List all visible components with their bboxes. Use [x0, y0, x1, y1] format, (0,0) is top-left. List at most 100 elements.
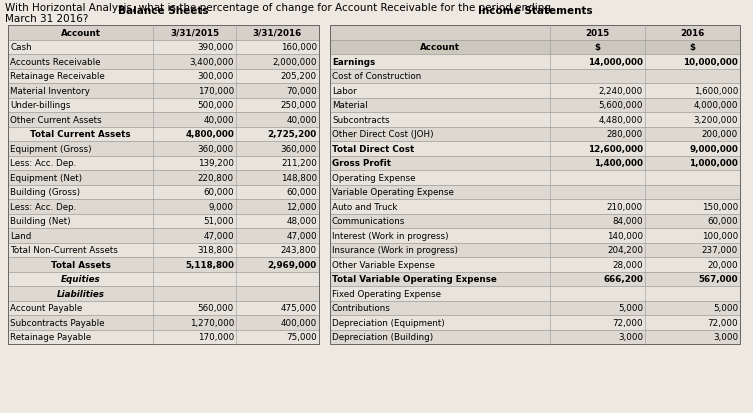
- Bar: [330, 26, 740, 40]
- Bar: [330, 243, 740, 257]
- Text: 3,400,000: 3,400,000: [190, 57, 234, 66]
- Bar: [330, 156, 740, 171]
- Text: 51,000: 51,000: [203, 217, 234, 225]
- Text: March 31 2016?: March 31 2016?: [5, 14, 88, 24]
- Text: 2,000,000: 2,000,000: [273, 57, 317, 66]
- Text: 160,000: 160,000: [281, 43, 317, 52]
- Bar: [8, 199, 319, 214]
- Bar: [330, 84, 740, 98]
- Text: 14,000,000: 14,000,000: [588, 57, 643, 66]
- Text: 3,000: 3,000: [713, 332, 738, 342]
- Text: 2,725,200: 2,725,200: [268, 130, 317, 139]
- Text: 60,000: 60,000: [286, 188, 317, 197]
- Bar: [330, 286, 740, 301]
- Bar: [330, 214, 740, 228]
- Text: With Horizontal Analysis, what is the percentage of change for Account Receivabl: With Horizontal Analysis, what is the pe…: [5, 3, 551, 13]
- Text: 220,800: 220,800: [198, 173, 234, 182]
- Bar: [8, 228, 319, 243]
- Text: 72,000: 72,000: [612, 318, 643, 327]
- Text: Account Payable: Account Payable: [10, 304, 82, 313]
- Bar: [330, 228, 740, 243]
- Text: Under-billings: Under-billings: [10, 101, 70, 110]
- Text: 12,000: 12,000: [286, 202, 317, 211]
- Text: 72,000: 72,000: [707, 318, 738, 327]
- Text: 1,600,000: 1,600,000: [694, 87, 738, 95]
- Text: 390,000: 390,000: [198, 43, 234, 52]
- Text: 210,000: 210,000: [607, 202, 643, 211]
- Text: Less: Acc. Dep.: Less: Acc. Dep.: [10, 202, 76, 211]
- Text: 1,000,000: 1,000,000: [689, 159, 738, 168]
- Text: 12,600,000: 12,600,000: [588, 145, 643, 153]
- Text: 60,000: 60,000: [707, 217, 738, 225]
- Text: Gross Profit: Gross Profit: [332, 159, 391, 168]
- Text: Labor: Labor: [332, 87, 357, 95]
- Text: 666,200: 666,200: [603, 275, 643, 284]
- Text: Building (Gross): Building (Gross): [10, 188, 80, 197]
- Text: Total Direct Cost: Total Direct Cost: [332, 145, 414, 153]
- Text: 250,000: 250,000: [281, 101, 317, 110]
- Text: 280,000: 280,000: [607, 130, 643, 139]
- Text: 5,600,000: 5,600,000: [599, 101, 643, 110]
- Text: Less: Acc. Dep.: Less: Acc. Dep.: [10, 159, 76, 168]
- Text: 150,000: 150,000: [702, 202, 738, 211]
- Bar: [330, 185, 740, 199]
- Text: 205,200: 205,200: [281, 72, 317, 81]
- Bar: [8, 142, 319, 156]
- Text: Account: Account: [420, 43, 460, 52]
- Text: 567,000: 567,000: [698, 275, 738, 284]
- Text: Subcontracts Payable: Subcontracts Payable: [10, 318, 105, 327]
- Text: 170,000: 170,000: [198, 332, 234, 342]
- Text: Communications: Communications: [332, 217, 405, 225]
- Text: Depreciation (Equipment): Depreciation (Equipment): [332, 318, 445, 327]
- Text: Fixed Operating Expense: Fixed Operating Expense: [332, 289, 441, 298]
- Bar: [8, 26, 319, 40]
- Text: Accounts Receivable: Accounts Receivable: [10, 57, 100, 66]
- Bar: [8, 272, 319, 286]
- Text: 5,118,800: 5,118,800: [185, 260, 234, 269]
- Bar: [8, 26, 319, 344]
- Text: 500,000: 500,000: [197, 101, 234, 110]
- Text: 1,400,000: 1,400,000: [594, 159, 643, 168]
- Bar: [330, 127, 740, 142]
- Text: Material Inventory: Material Inventory: [10, 87, 90, 95]
- Text: 5,000: 5,000: [713, 304, 738, 313]
- Bar: [8, 127, 319, 142]
- Bar: [330, 257, 740, 272]
- Text: 5,000: 5,000: [618, 304, 643, 313]
- Text: 200,000: 200,000: [702, 130, 738, 139]
- Text: 75,000: 75,000: [286, 332, 317, 342]
- Text: Cash: Cash: [10, 43, 32, 52]
- Bar: [8, 214, 319, 228]
- Bar: [330, 98, 740, 113]
- Text: Total Non-Current Assets: Total Non-Current Assets: [10, 246, 118, 255]
- Bar: [330, 55, 740, 69]
- Text: 60,000: 60,000: [203, 188, 234, 197]
- Bar: [330, 330, 740, 344]
- Text: 2,240,000: 2,240,000: [599, 87, 643, 95]
- Text: 3/31/2016: 3/31/2016: [253, 28, 302, 38]
- Bar: [8, 69, 319, 84]
- Bar: [8, 113, 319, 127]
- Text: Retainage Payable: Retainage Payable: [10, 332, 91, 342]
- Text: 40,000: 40,000: [286, 116, 317, 124]
- Text: 475,000: 475,000: [281, 304, 317, 313]
- Text: Earnings: Earnings: [332, 57, 375, 66]
- Bar: [330, 315, 740, 330]
- Bar: [330, 199, 740, 214]
- Text: Building (Net): Building (Net): [10, 217, 71, 225]
- Text: 70,000: 70,000: [286, 87, 317, 95]
- Bar: [330, 142, 740, 156]
- Bar: [8, 40, 319, 55]
- Bar: [8, 257, 319, 272]
- Text: Liabilities: Liabilities: [56, 289, 105, 298]
- Bar: [330, 171, 740, 185]
- Text: Depreciation (Building): Depreciation (Building): [332, 332, 433, 342]
- Bar: [8, 156, 319, 171]
- Text: Other Current Assets: Other Current Assets: [10, 116, 102, 124]
- Bar: [8, 98, 319, 113]
- Bar: [330, 113, 740, 127]
- Text: 318,800: 318,800: [198, 246, 234, 255]
- Bar: [8, 286, 319, 301]
- Text: Equipment (Net): Equipment (Net): [10, 173, 82, 182]
- Text: 237,000: 237,000: [702, 246, 738, 255]
